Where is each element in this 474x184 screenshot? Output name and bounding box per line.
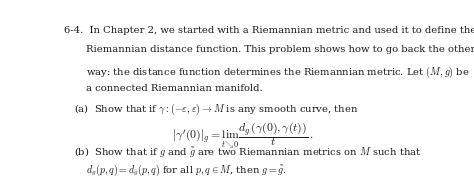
Text: Riemannian distance function. This problem shows how to go back the other: Riemannian distance function. This probl… [86,45,474,54]
Text: $|\gamma^{\prime}(0)|_g = \lim_{t \searrow 0} \dfrac{d_g(\gamma(0), \gamma(t))}{: $|\gamma^{\prime}(0)|_g = \lim_{t \searr… [172,120,314,150]
Text: (a)  Show that if $\gamma : (-\varepsilon, \varepsilon) \rightarrow M$ is any sm: (a) Show that if $\gamma : (-\varepsilon… [74,102,358,117]
Text: $d_g(p, q) = d_{\tilde{g}}(p, q)$ for all $p, q \in M$, then $g = \tilde{g}$.: $d_g(p, q) = d_{\tilde{g}}(p, q)$ for al… [86,162,286,178]
Text: (b)  Show that if $g$ and $\tilde{g}$ are two Riemannian metrics on $M$ such tha: (b) Show that if $g$ and $\tilde{g}$ are… [74,145,421,159]
Text: 6-4.  In Chapter 2, we started with a Riemannian metric and used it to define th: 6-4. In Chapter 2, we started with a Rie… [64,26,474,35]
Text: a connected Riemannian manifold.: a connected Riemannian manifold. [86,84,262,93]
Text: way: the distance function determines the Riemannian metric. Let $(M, g)$ be: way: the distance function determines th… [86,65,469,80]
